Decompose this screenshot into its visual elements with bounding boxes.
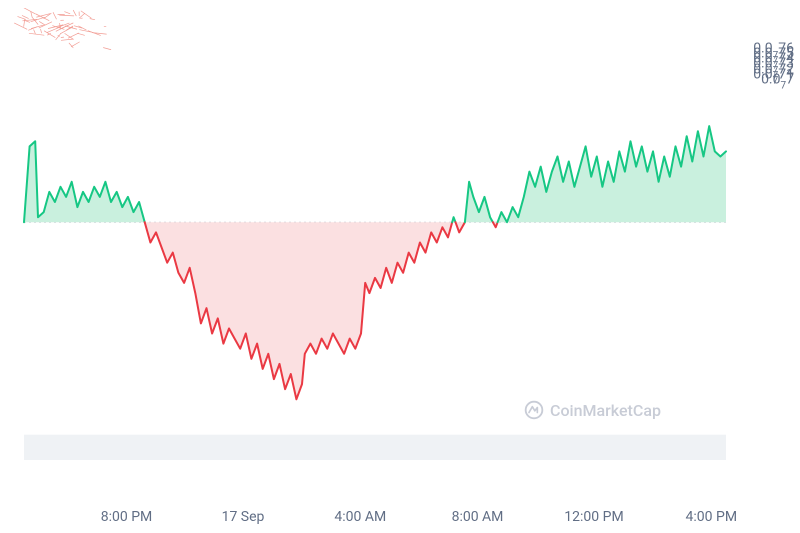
x-axis-label: 4:00 PM	[686, 509, 738, 525]
price-fill	[145, 222, 453, 399]
volume-area	[24, 435, 726, 460]
chart-svg	[0, 0, 800, 533]
watermark-text: CoinMarketCap	[550, 401, 661, 420]
x-axis-label: 8:00 PM	[101, 509, 153, 525]
x-axis-label: 8:00 AM	[452, 509, 504, 525]
price-chart: CoinMarketCap 0.07760.07750.07740.07730.…	[0, 0, 800, 533]
price-fill	[24, 141, 145, 222]
x-axis-label: 12:00 PM	[564, 509, 623, 525]
coinmarketcap-watermark: CoinMarketCap	[524, 400, 661, 420]
y-axis-label: 0.077	[761, 71, 794, 90]
x-axis-label: 17 Sep	[222, 509, 265, 525]
x-axis-label: 4:00 AM	[334, 509, 386, 525]
coinmarketcap-icon	[524, 400, 544, 420]
